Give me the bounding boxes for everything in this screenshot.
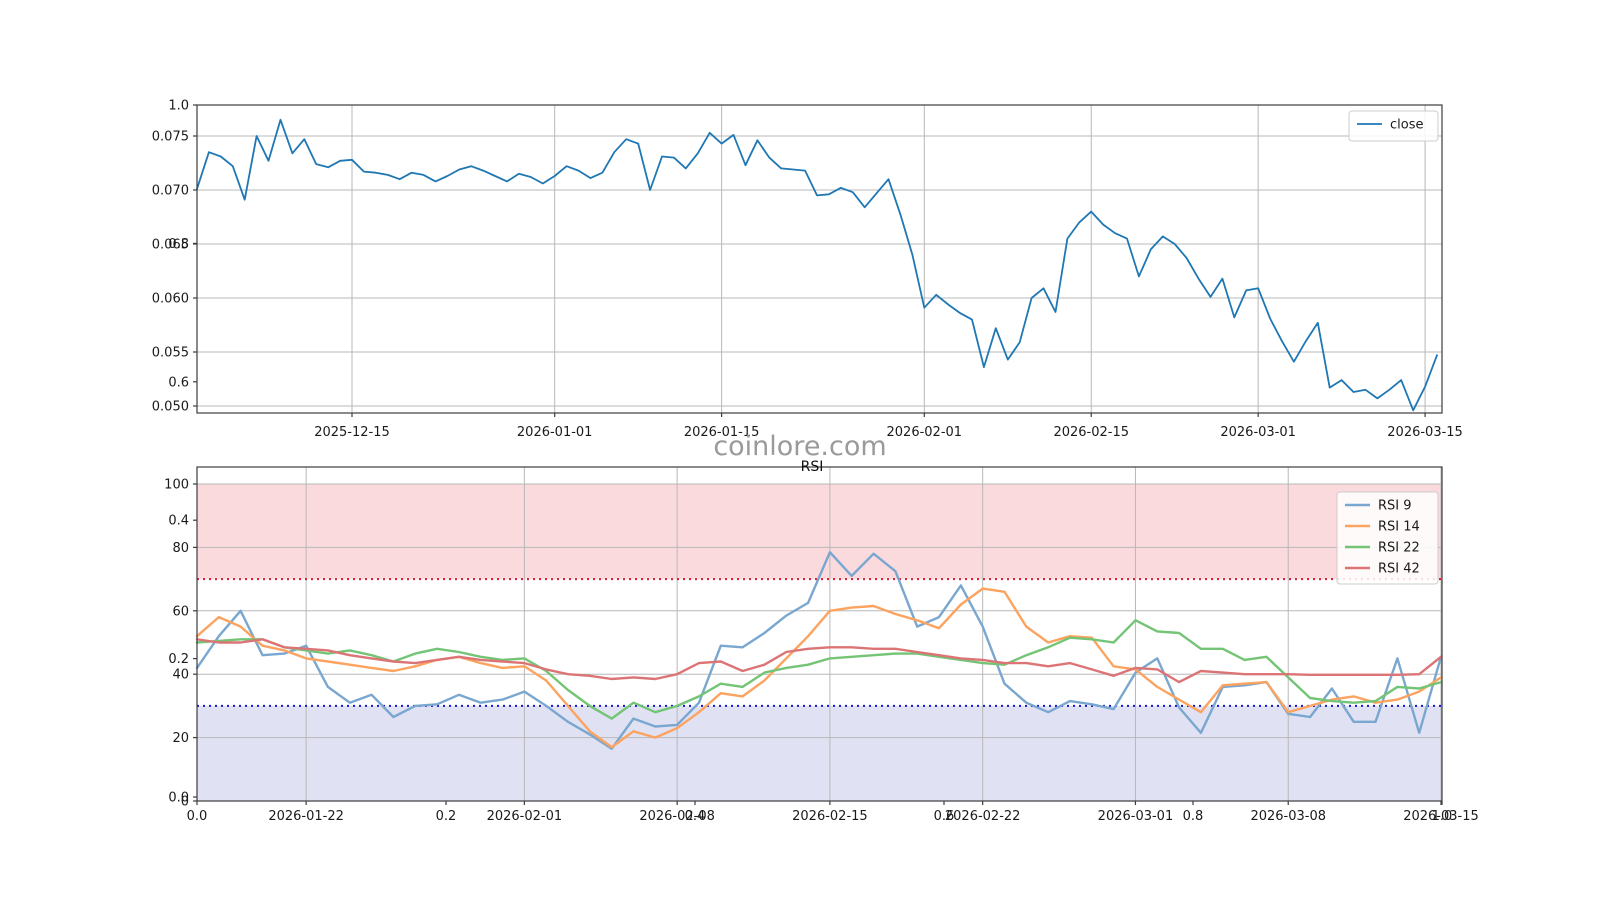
y-tick-label: 0.070 <box>152 184 189 199</box>
x-tick-label: 2026-01-01 <box>517 425 593 440</box>
overlay-x-tick-label: 0.0 <box>187 809 208 824</box>
y-tick-label: 20 <box>172 731 189 746</box>
series-rsi-22 <box>195 619 1443 720</box>
overlay-x-tick-label: 1.0 <box>1432 809 1453 824</box>
axes-border <box>196 466 1443 802</box>
x-tick-label: 2026-02-01 <box>487 809 563 824</box>
series-rsi-42 <box>195 638 1443 684</box>
y-tick-label: 100 <box>164 478 189 493</box>
overlay-x-tick-label: 0.6 <box>934 809 955 824</box>
x-tick-label: 2026-03-01 <box>1220 425 1296 440</box>
overlay-y-tick-label: 0.2 <box>168 652 189 667</box>
overlay-y-tick-label: 0.4 <box>168 514 189 529</box>
y-tick-label: 0.060 <box>152 292 189 307</box>
overlay-y-tick-label: 0.0 <box>168 791 189 806</box>
overlay-x-tick-label: 0.8 <box>1183 809 1204 824</box>
oversold-band <box>197 705 1442 801</box>
x-tick-label: 2026-02-01 <box>887 425 963 440</box>
x-tick-label: 2026-03-15 <box>1387 425 1463 440</box>
y-tick-label: 0 <box>181 795 189 810</box>
x-tick-label: 2026-01-15 <box>684 425 760 440</box>
y-tick-label: 60 <box>172 604 189 619</box>
watermark: coinlore.com <box>713 431 886 462</box>
legend-label: close <box>1390 118 1423 133</box>
x-tick-label: 2025-12-15 <box>314 425 390 440</box>
overlay-y-tick-label: 1.0 <box>168 99 189 114</box>
x-tick-label: 2026-01-22 <box>268 809 344 824</box>
overlay-x-tick-label: 0.4 <box>685 809 706 824</box>
x-tick-label: 2026-02-08 <box>639 809 715 824</box>
legend-label: RSI 9 <box>1378 499 1412 514</box>
rsi-chart-title: RSI <box>801 459 824 475</box>
x-tick-label: 2026-03-08 <box>1250 809 1326 824</box>
y-tick-label: 80 <box>172 541 189 556</box>
series-close <box>196 118 1438 412</box>
overlay-y-tick-label: 0.8 <box>168 237 189 252</box>
legend-box <box>1336 491 1439 585</box>
overlay-y-tick-label: 0.6 <box>168 375 189 390</box>
y-tick-label: 0.050 <box>152 400 189 415</box>
y-tick-label: 0.075 <box>152 130 189 145</box>
legend-label: RSI 22 <box>1378 541 1420 556</box>
charts-layer: 2025-12-15 2026-01-01 2026-01-15 2026-02-01… <box>152 99 1479 825</box>
x-tick-label: 2026-03-15 <box>1403 809 1479 824</box>
y-tick-label: 0.055 <box>152 346 189 361</box>
legend-box <box>1348 110 1439 142</box>
overbought-band <box>197 484 1442 580</box>
x-tick-label: 2026-02-15 <box>792 809 868 824</box>
axes-border <box>196 104 1443 414</box>
overlay-x-tick-label: 0.2 <box>436 809 457 824</box>
y-tick-label: 0.065 <box>152 238 189 253</box>
series-rsi-14 <box>195 587 1443 749</box>
x-tick-label: 2026-02-22 <box>945 809 1021 824</box>
legend-label: RSI 14 <box>1378 520 1420 535</box>
x-tick-label: 2026-02-15 <box>1053 425 1129 440</box>
y-tick-label: 40 <box>172 668 189 683</box>
series-rsi-9 <box>195 551 1443 750</box>
legend-label: RSI 42 <box>1378 562 1420 577</box>
x-tick-label: 2026-03-01 <box>1098 809 1174 824</box>
